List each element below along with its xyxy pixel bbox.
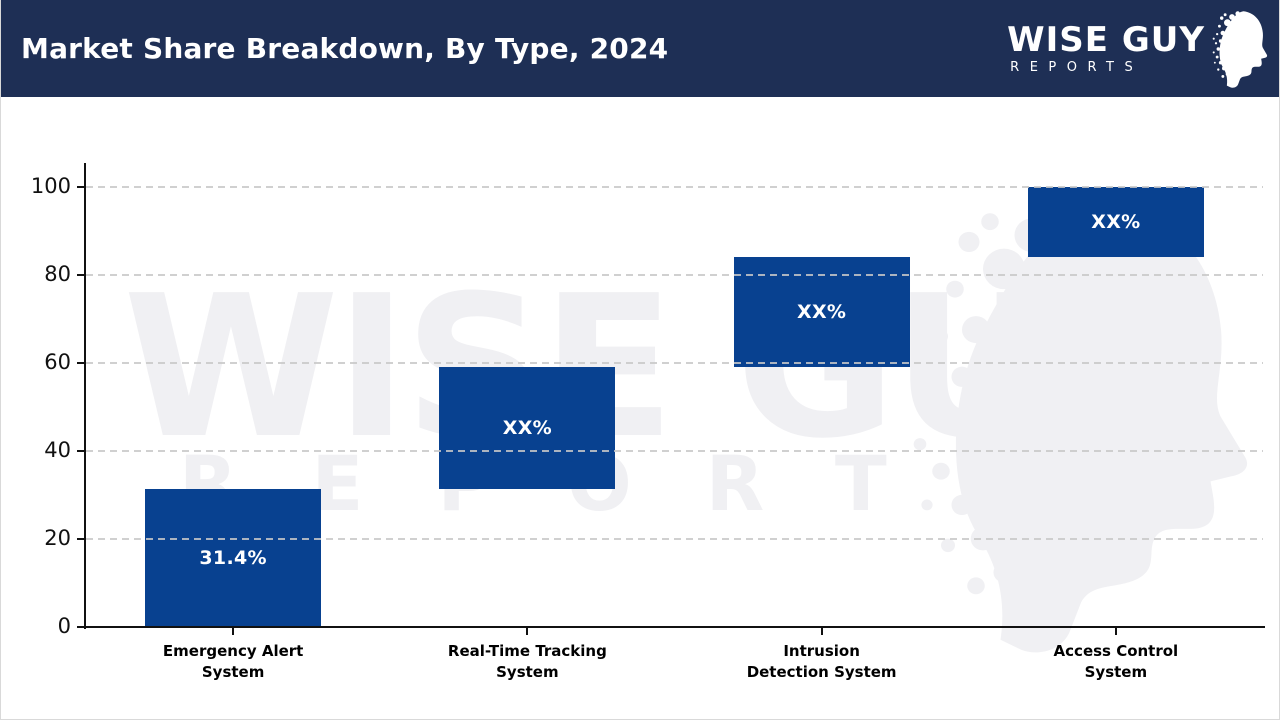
- y-tick-mark: [77, 626, 85, 628]
- y-tick-label: 60: [44, 350, 71, 374]
- x-tick-mark: [1114, 628, 1117, 635]
- y-tick-label: 20: [44, 526, 71, 550]
- x-tick-mark: [526, 628, 529, 635]
- x-category-label: Intrusion Detection System: [746, 642, 897, 681]
- y-tick-mark: [77, 186, 85, 188]
- y-gridline: [86, 450, 1263, 452]
- x-axis-line: [84, 626, 1265, 628]
- y-gridline: [86, 186, 1263, 188]
- bar-value-label: XX%: [797, 300, 847, 323]
- x-category-label: Real-Time Tracking System: [447, 642, 607, 681]
- bar-segment: 31.4%: [145, 488, 322, 627]
- y-tick-mark: [77, 362, 85, 364]
- x-tick-mark: [820, 628, 823, 635]
- watermark-head-icon: [913, 201, 1248, 653]
- y-tick-label: 80: [44, 262, 71, 286]
- y-gridline: [86, 274, 1263, 276]
- x-category-label: Access Control System: [1053, 642, 1179, 681]
- y-tick-mark: [77, 450, 85, 452]
- y-gridline: [86, 538, 1263, 540]
- y-tick-label: 40: [44, 438, 71, 462]
- y-axis-line: [84, 163, 86, 629]
- y-tick-label: 0: [57, 614, 71, 638]
- page-title: Market Share Breakdown, By Type, 2024: [21, 32, 669, 65]
- bar-segment: XX%: [1027, 187, 1204, 257]
- logo-head-icon: [1212, 10, 1268, 88]
- bar-value-label: 31.4%: [199, 546, 267, 569]
- bar-value-label: XX%: [502, 417, 552, 440]
- y-tick-mark: [77, 538, 85, 540]
- header-bar: Market Share Breakdown, By Type, 2024 WI…: [1, 0, 1279, 97]
- logo-subtitle: REPORTS: [1010, 60, 1144, 75]
- x-category-label: Emergency Alert System: [162, 642, 304, 681]
- bar-value-label: XX%: [1091, 210, 1141, 233]
- x-tick-mark: [232, 628, 235, 635]
- bar-segment: XX%: [439, 367, 616, 489]
- wise-guy-logo: WISE GUY REPORTS: [1007, 0, 1269, 97]
- y-gridline: [86, 362, 1263, 364]
- logo-text: WISE GUY REPORTS: [1007, 23, 1205, 74]
- y-tick-mark: [77, 274, 85, 276]
- y-tick-label: 100: [30, 174, 71, 198]
- logo-wordmark: WISE GUY: [1007, 20, 1205, 60]
